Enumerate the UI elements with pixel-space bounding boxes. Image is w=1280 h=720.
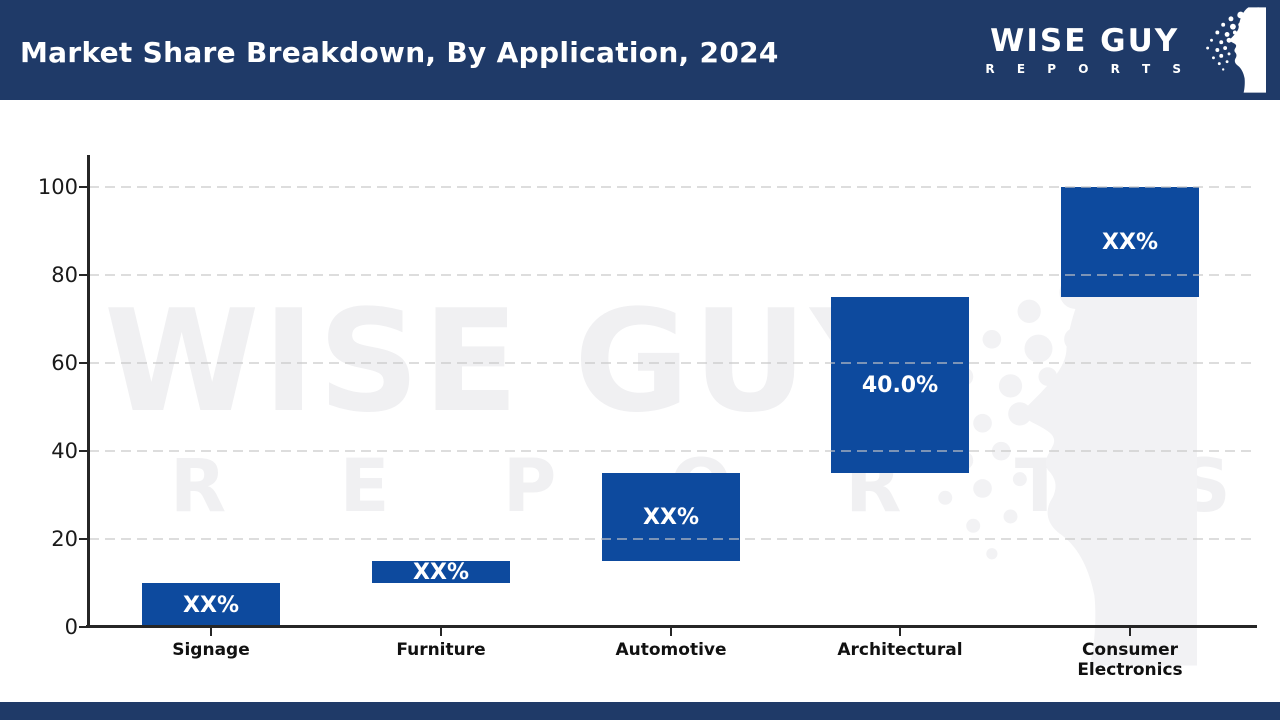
bar-signage: XX% bbox=[142, 583, 280, 627]
x-category-label: Consumer Electronics bbox=[1077, 640, 1183, 680]
header-bar: Market Share Breakdown, By Application, … bbox=[0, 0, 1280, 100]
brand-logo: WISE GUY R E P O R T S bbox=[979, 6, 1266, 94]
brand-wordmark: WISE GUY R E P O R T S bbox=[979, 24, 1190, 75]
x-tick-mark bbox=[210, 628, 212, 636]
x-tick-mark bbox=[670, 628, 672, 636]
bar-value-label: XX% bbox=[1102, 229, 1158, 255]
gridline-y-60 bbox=[89, 362, 1257, 364]
gridline-y-80 bbox=[89, 274, 1257, 276]
y-tick-mark bbox=[79, 450, 87, 452]
y-tick-mark bbox=[79, 362, 87, 364]
dotted-head-profile-icon bbox=[1194, 7, 1266, 93]
bar-furniture: XX% bbox=[372, 559, 510, 585]
page-title: Market Share Breakdown, By Application, … bbox=[20, 36, 779, 69]
bar-value-label: XX% bbox=[413, 559, 469, 585]
gridline-y-20 bbox=[89, 538, 1257, 540]
gridline-y-100 bbox=[89, 186, 1257, 188]
y-axis-line bbox=[87, 155, 90, 628]
x-category-label: Architectural bbox=[837, 640, 963, 660]
bar-automotive: XX% bbox=[602, 473, 740, 561]
y-tick-label: 40 bbox=[51, 439, 78, 463]
bar-architectural: 40.0% bbox=[831, 297, 969, 473]
x-tick-mark bbox=[899, 628, 901, 636]
y-tick-mark bbox=[79, 538, 87, 540]
x-axis-line bbox=[86, 625, 1257, 628]
x-tick-mark bbox=[1129, 628, 1131, 636]
y-tick-label: 80 bbox=[51, 263, 78, 287]
footer-bar bbox=[0, 702, 1280, 720]
y-tick-label: 60 bbox=[51, 351, 78, 375]
y-tick-label: 100 bbox=[37, 175, 78, 199]
bar-value-label: 40.0% bbox=[861, 372, 939, 398]
brand-name: WISE GUY bbox=[990, 23, 1180, 60]
x-category-label: Furniture bbox=[396, 640, 486, 660]
x-tick-mark bbox=[440, 628, 442, 636]
y-tick-mark bbox=[79, 274, 87, 276]
x-category-label: Automotive bbox=[615, 640, 727, 660]
brand-subtitle: R E P O R T S bbox=[985, 61, 1190, 76]
bar-consumer-electronics: XX% bbox=[1061, 187, 1199, 297]
y-tick-label: 0 bbox=[64, 615, 78, 639]
x-category-label: Signage bbox=[172, 640, 250, 660]
y-tick-mark bbox=[79, 626, 87, 628]
bar-value-label: XX% bbox=[183, 592, 239, 618]
bar-value-label: XX% bbox=[643, 504, 699, 530]
gridline-y-40 bbox=[89, 450, 1257, 452]
y-tick-mark bbox=[79, 186, 87, 188]
y-tick-label: 20 bbox=[51, 527, 78, 551]
